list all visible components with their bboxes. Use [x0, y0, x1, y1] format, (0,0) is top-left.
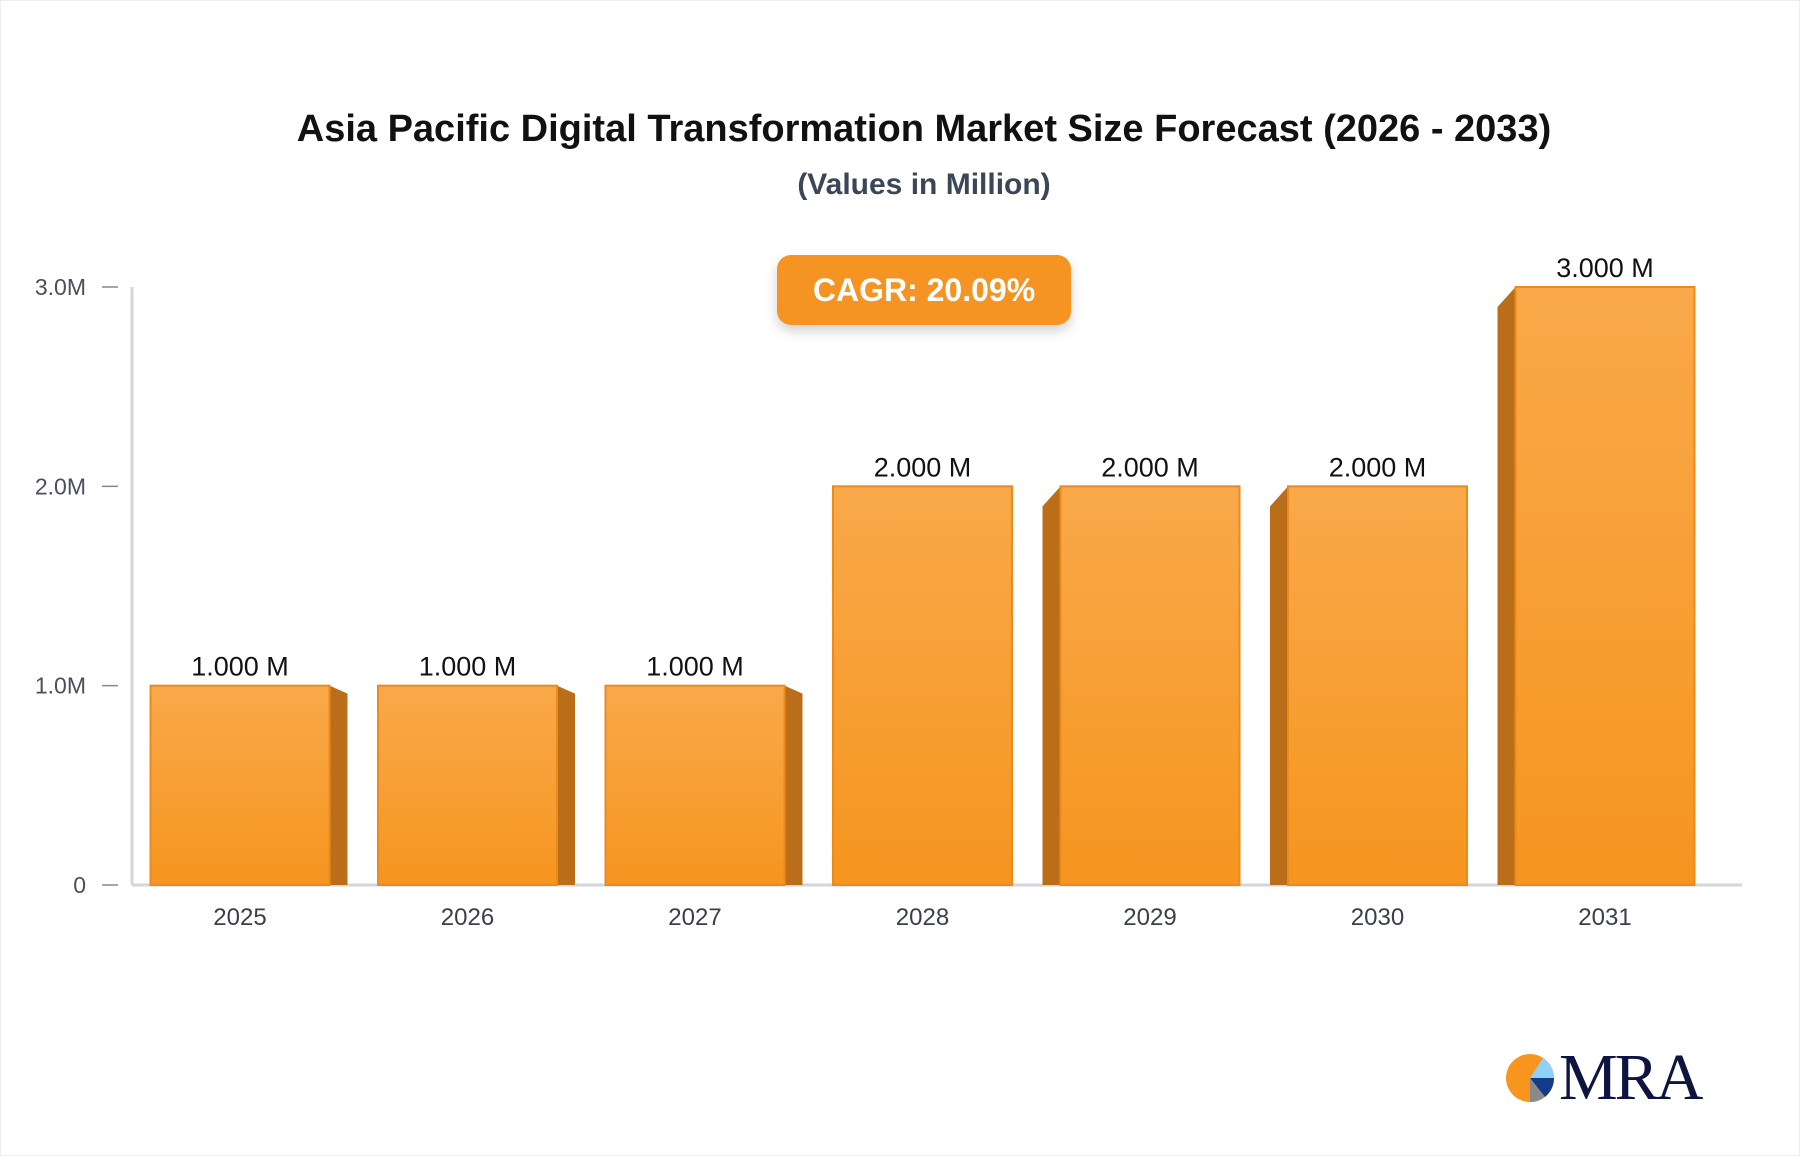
logo-text: MRA — [1559, 1041, 1703, 1114]
bar-side-face — [557, 685, 575, 885]
chart-subtitle: (Values in Million) — [797, 168, 1051, 201]
bar-side-face — [1270, 486, 1288, 885]
data-label: 2.000 M — [1101, 452, 1199, 482]
x-tick-label: 2028 — [896, 904, 949, 931]
bar — [832, 485, 1013, 886]
x-tick-label: 2031 — [1578, 904, 1631, 931]
chart-title: Asia Pacific Digital Transformation Mark… — [296, 108, 1552, 150]
bar — [377, 684, 558, 887]
x-tick-label: 2025 — [213, 904, 266, 931]
data-label: 3.000 M — [1556, 253, 1654, 283]
bar — [149, 684, 331, 887]
cagr-badge: CAGR: 20.09% — [777, 255, 1071, 325]
x-tick-label: 2029 — [1123, 904, 1176, 931]
data-label: 1.000 M — [191, 652, 289, 682]
y-tick-label: 0 — [73, 872, 86, 898]
pie-logo-icon — [1506, 1054, 1555, 1103]
data-label: 1.000 M — [419, 652, 517, 682]
y-tick-label: 1.0M — [35, 673, 86, 699]
mra-logo: MRA — [1505, 1040, 1703, 1116]
y-tick-label: 2.0M — [35, 473, 86, 499]
bar-side-face — [329, 685, 348, 885]
y-tick-label: 3.0M — [35, 274, 86, 300]
bar — [604, 684, 786, 887]
bar-side-face — [784, 685, 803, 885]
x-tick-label: 2027 — [668, 904, 721, 931]
x-tick-label: 2026 — [441, 904, 494, 931]
bar — [1287, 485, 1468, 886]
bar — [1059, 485, 1241, 886]
bar-side-face — [1497, 287, 1516, 885]
bar-side-face — [1042, 486, 1061, 885]
data-label: 1.000 M — [646, 652, 744, 682]
bar — [1514, 286, 1696, 886]
data-label: 2.000 M — [874, 452, 972, 482]
data-label: 2.000 M — [1329, 452, 1427, 482]
x-tick-label: 2030 — [1351, 904, 1404, 931]
